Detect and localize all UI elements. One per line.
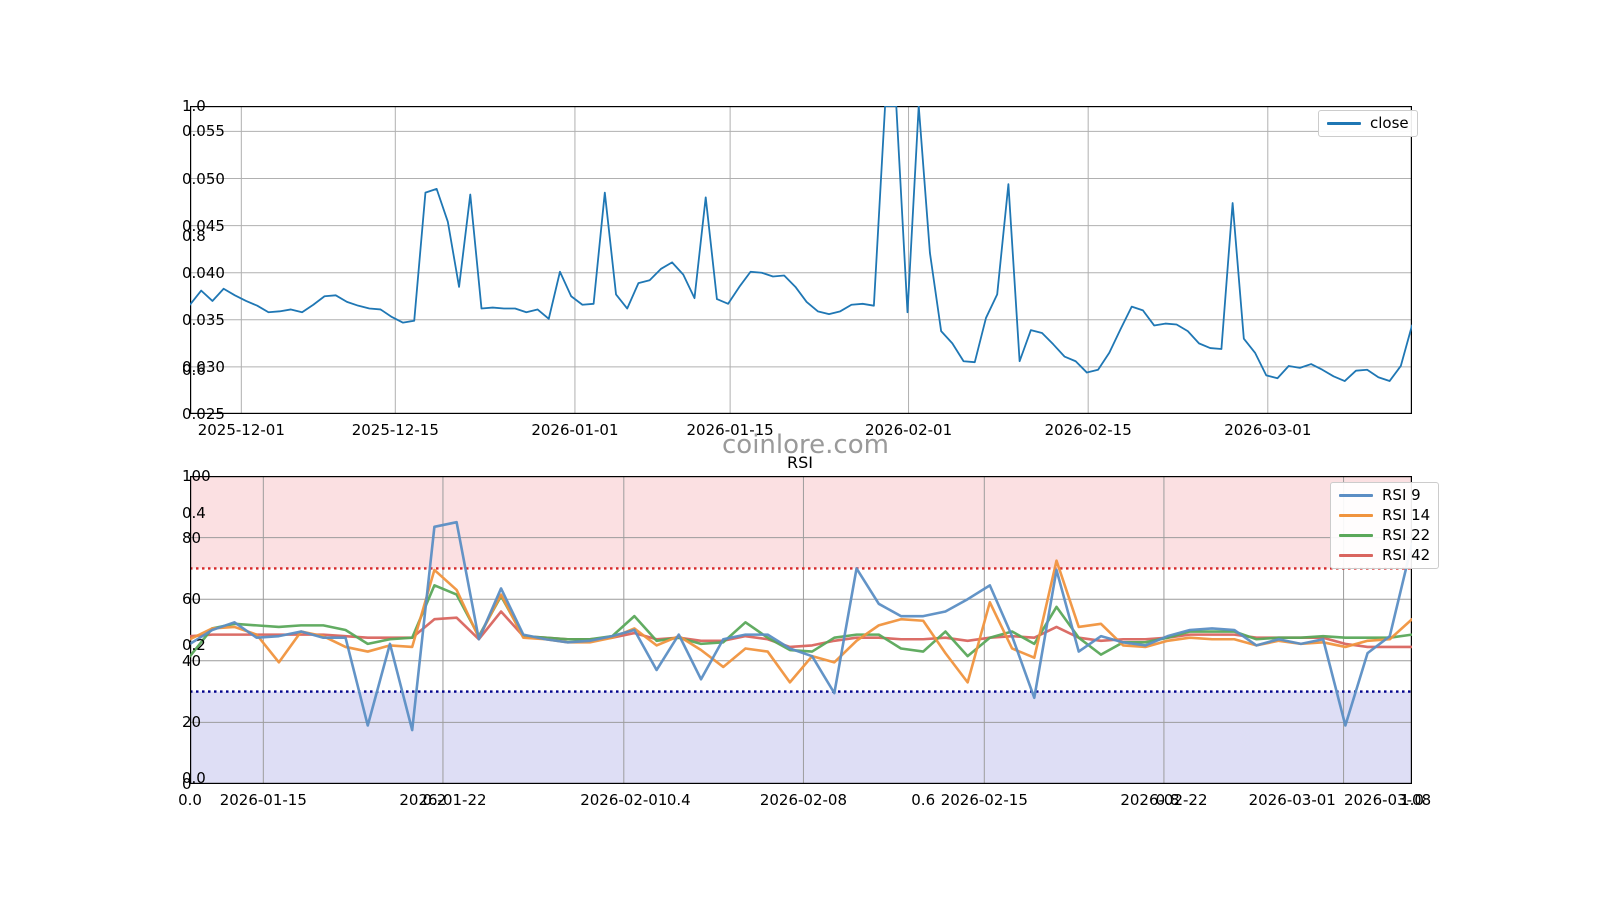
x-tick-label: 0.6	[911, 791, 936, 809]
rsi-14-line-swatch	[1339, 514, 1373, 517]
x-tick-label: 2026-01-01	[531, 421, 619, 439]
x-tick-label: 0.8	[1155, 791, 1180, 809]
x-tick-label: 2026-02-15	[1044, 421, 1132, 439]
x-tick-label: 1.0	[1400, 791, 1424, 809]
price-plot-area	[190, 106, 1412, 414]
legend-item-rsi-14[interactable]: RSI 14	[1339, 508, 1430, 523]
x-tick-label: 2025-12-01	[197, 421, 285, 439]
legend-label-rsi-22: RSI 22	[1382, 526, 1431, 544]
price-chart-panel	[190, 106, 1412, 414]
x-tick-label: 2026-01-15	[686, 421, 774, 439]
legend-label-close: close	[1370, 114, 1409, 132]
x-tick-label: 2026-02-22	[1120, 791, 1208, 809]
watermark-coinlore: coinlore.com	[722, 430, 889, 460]
x-tick-label: 2026-03-08	[1343, 791, 1432, 809]
x-tick-label: 0.4	[666, 791, 691, 809]
x-tick-label: 2025-12-15	[351, 421, 439, 439]
x-tick-label: 0.2	[422, 791, 447, 809]
x-tick-label: 2026-02-01	[864, 421, 953, 439]
rsi-9-line-swatch	[1339, 494, 1373, 497]
x-tick-label: 2026-03-01	[1224, 421, 1312, 439]
x-tick-label: 2026-03-01	[1248, 791, 1336, 809]
legend-item-rsi-9[interactable]: RSI 9	[1339, 488, 1430, 503]
rsi-22-line-swatch	[1339, 534, 1373, 537]
legend-label-rsi-9: RSI 9	[1382, 486, 1421, 504]
legend-item-rsi-22[interactable]: RSI 22	[1339, 528, 1430, 543]
x-tick-label: 0.0	[178, 791, 202, 809]
close-line-swatch	[1327, 122, 1361, 125]
x-tick-label: 2026-02-15	[940, 791, 1028, 809]
rsi-panel-title: RSI	[787, 453, 813, 472]
rsi-chart-panel	[190, 476, 1412, 784]
x-tick-label: 2026-01-15	[219, 791, 307, 809]
x-tick-label: 2026-02-01	[580, 791, 668, 809]
price-legend: close	[1318, 110, 1418, 137]
x-tick-label: 2026-01-22	[399, 791, 487, 809]
rsi-42-line-swatch	[1339, 554, 1373, 557]
legend-label-rsi-14: RSI 14	[1382, 506, 1431, 524]
legend-label-rsi-42: RSI 42	[1382, 546, 1431, 564]
legend-item-close[interactable]: close	[1327, 116, 1409, 131]
legend-item-rsi-42[interactable]: RSI 42	[1339, 548, 1430, 563]
rsi-legend: RSI 9 RSI 14 RSI 22 RSI 42	[1330, 482, 1440, 569]
rsi-plot-area	[190, 476, 1412, 784]
x-tick-label: 2026-02-08	[759, 791, 848, 809]
